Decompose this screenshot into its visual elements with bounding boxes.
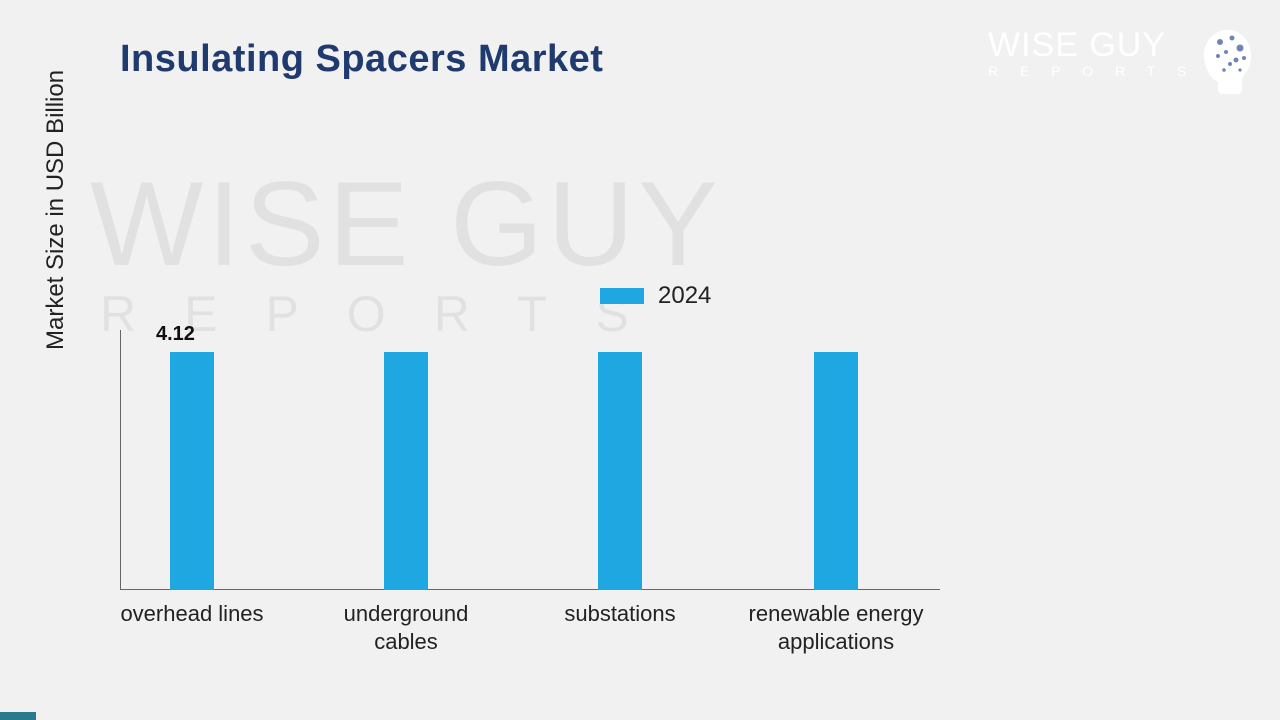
canvas: WISE GUY REPORTS Insulating Spacers Mark… bbox=[0, 0, 1280, 720]
legend-label: 2024 bbox=[658, 282, 711, 310]
bar-category-label: underground cables bbox=[311, 600, 501, 655]
bar-category-label: renewable energy applications bbox=[746, 600, 926, 655]
brand-logo: WISE GUY R E P O R T S bbox=[988, 26, 1256, 104]
chart-title: Insulating Spacers Market bbox=[120, 38, 603, 81]
bar bbox=[384, 352, 428, 590]
bar bbox=[170, 352, 214, 590]
y-axis-label: Market Size in USD Billion bbox=[42, 70, 70, 350]
plot-area: 4.12overhead linesunderground cablessubs… bbox=[120, 330, 940, 590]
legend-swatch bbox=[600, 288, 644, 304]
bar-category-label: substations bbox=[530, 600, 710, 628]
bar bbox=[598, 352, 642, 590]
brain-head-icon bbox=[1196, 24, 1256, 94]
bottom-accent-stripe bbox=[0, 712, 36, 720]
legend: 2024 bbox=[600, 282, 711, 310]
bar bbox=[814, 352, 858, 590]
y-axis-line bbox=[120, 330, 121, 590]
bar-category-label: overhead lines bbox=[102, 600, 282, 628]
bar-value-label: 4.12 bbox=[156, 323, 195, 346]
